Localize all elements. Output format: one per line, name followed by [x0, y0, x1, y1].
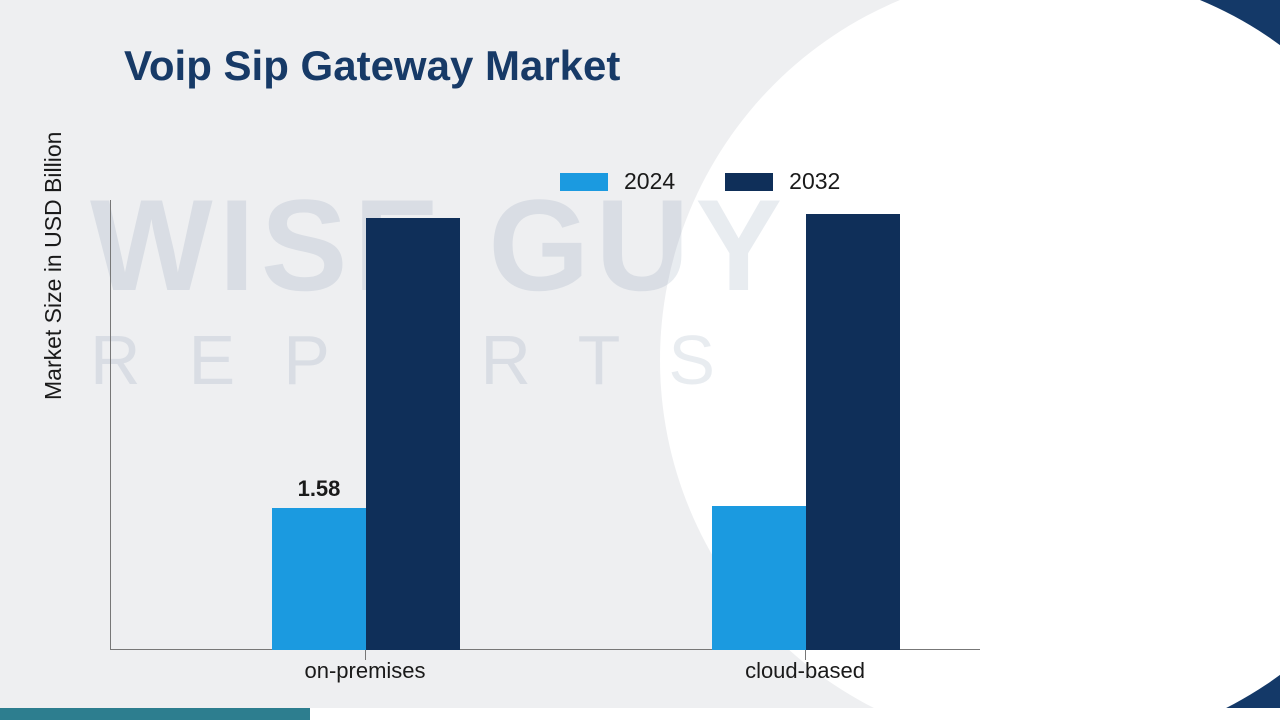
y-axis-label: Market Size in USD Billion — [40, 132, 67, 400]
brand-logo: WISE GUY REPORTS — [1084, 30, 1250, 80]
bottom-teal-bar — [0, 708, 310, 720]
chart-plot-area: on-premises1.58cloud-based — [110, 200, 980, 650]
legend: 2024 2032 — [560, 168, 840, 195]
brand-bottom: REPORTS — [1084, 62, 1250, 80]
category-label: on-premises — [304, 658, 425, 684]
bar — [806, 214, 900, 651]
bar-value-label: 1.58 — [298, 476, 341, 502]
brand-top: WISE GUY — [1084, 30, 1250, 60]
bar — [366, 218, 460, 650]
bar — [272, 508, 366, 650]
legend-swatch — [560, 173, 608, 191]
bar — [712, 506, 806, 650]
legend-label: 2032 — [789, 168, 840, 195]
legend-item: 2024 — [560, 168, 675, 195]
y-axis-line — [110, 200, 111, 650]
legend-swatch — [725, 173, 773, 191]
category-label: cloud-based — [745, 658, 865, 684]
legend-item: 2032 — [725, 168, 840, 195]
chart-title: Voip Sip Gateway Market — [124, 42, 620, 90]
infographic-canvas: WISE GUY REPORTS Voip Sip Gateway Market… — [0, 0, 1280, 720]
legend-label: 2024 — [624, 168, 675, 195]
